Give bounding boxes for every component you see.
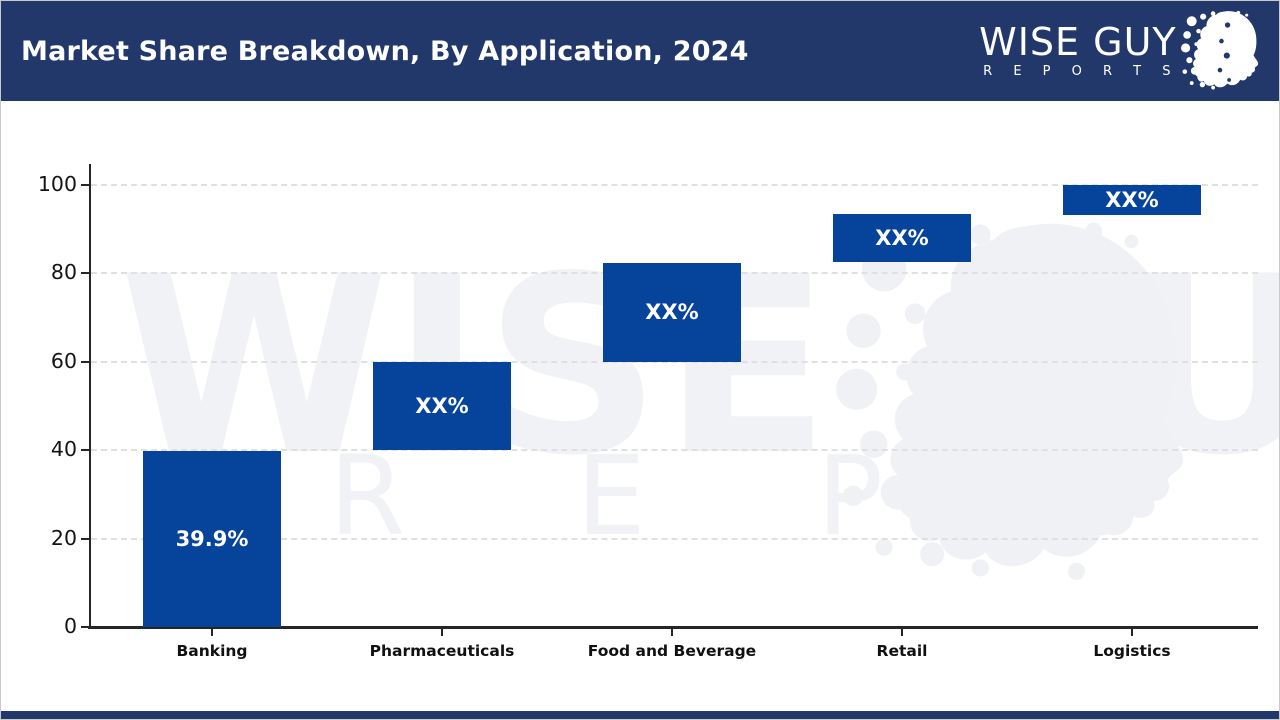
page-title: Market Share Breakdown, By Application, … [21,35,749,67]
footer-bar [1,711,1279,719]
y-tick-label-0: 0 [63,614,77,638]
x-tick-label-4: Logistics [1093,642,1171,660]
x-tick-label-3: Retail [876,642,928,660]
bar-value-label: XX% [415,393,469,418]
y-tick-mark-0 [81,626,89,628]
y-tick-mark-20 [81,537,89,540]
gridline-20 [91,537,1258,540]
x-tick-mark-1 [441,628,443,636]
gridline-100 [91,184,1258,186]
y-tick-label-20: 20 [50,525,77,550]
gridline-60 [91,360,1258,363]
bar-value-label: XX% [1105,188,1159,213]
logo-wordmark: WISE GUY R E P O R T S [979,23,1179,79]
y-tick-label-40: 40 [50,437,77,462]
x-tick-label-1: Pharmaceuticals [369,642,515,660]
bar-logistics: XX% [1063,185,1201,216]
bar-retail: XX% [833,214,971,262]
y-tick-label-80: 80 [50,260,77,285]
x-axis-line [88,626,1258,629]
header: Market Share Breakdown, By Application, … [1,1,1279,101]
y-tick-label-100: 100 [37,172,77,196]
logo-wordmark-line2: R E P O R T S [983,64,1179,79]
logo: WISE GUY R E P O R T S [979,9,1265,93]
y-tick-label-60: 60 [50,348,77,373]
y-tick-mark-80 [81,272,89,275]
x-tick-mark-2 [671,628,673,636]
bar-value-label: XX% [645,300,699,325]
x-tick-label-0: Banking [176,642,248,660]
x-tick-mark-0 [211,628,213,636]
y-axis-spine [89,164,91,629]
y-tick-mark-100 [81,184,89,186]
gridline-40 [91,449,1258,452]
bar-pharmaceuticals: XX% [373,361,511,451]
watermark-face-icon [836,222,1184,580]
x-tick-mark-3 [901,628,903,636]
bar-food-and-beverage: XX% [603,262,741,362]
y-tick-mark-60 [81,360,89,363]
x-tick-mark-4 [1131,628,1133,636]
bar-value-label: XX% [875,226,929,251]
bar-value-label: 39.9% [175,526,249,551]
logo-wordmark-line1: WISE GUY [979,20,1177,64]
bar-banking: 39.9% [143,450,281,627]
x-tick-label-2: Food and Beverage [587,642,757,660]
y-tick-mark-40 [81,449,89,452]
logo-face-icon [1181,10,1259,90]
